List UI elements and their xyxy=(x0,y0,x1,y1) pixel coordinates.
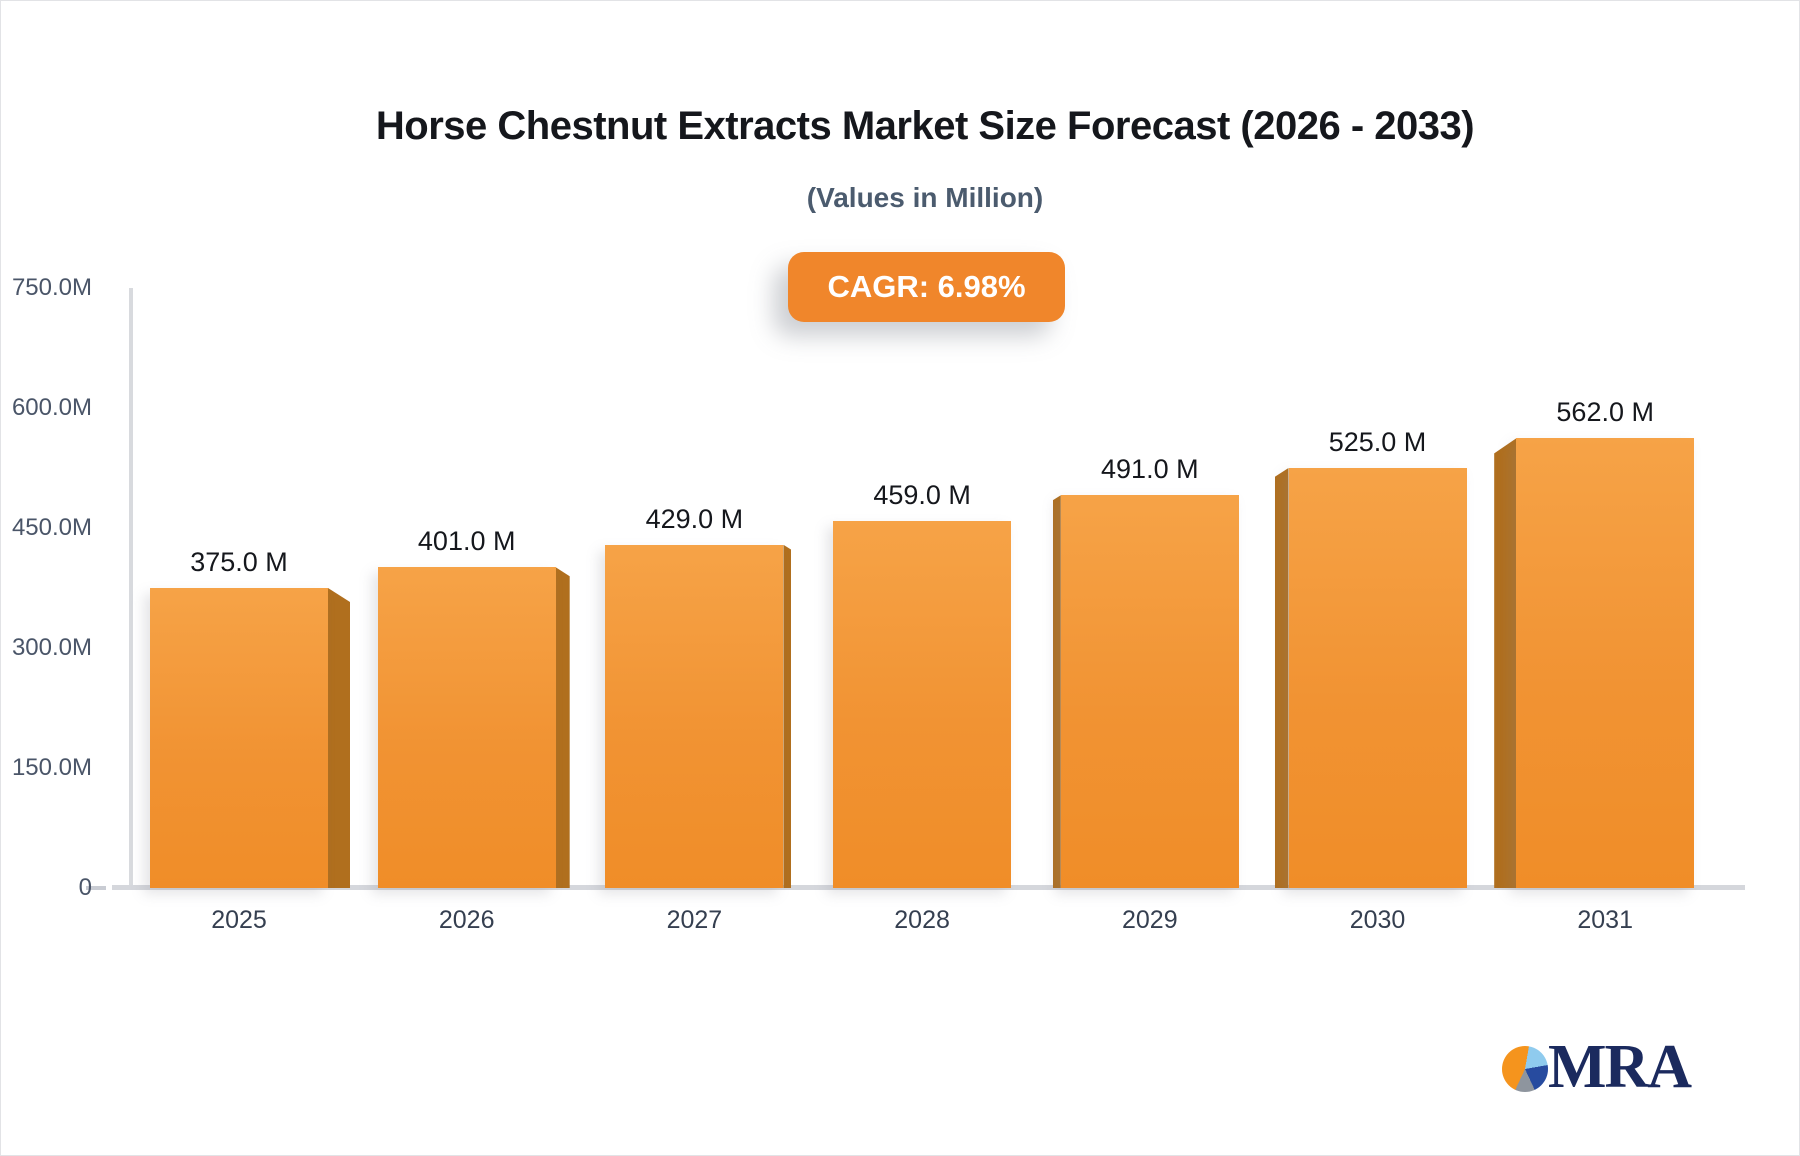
bar-value-label-2030: 525.0 M xyxy=(1328,427,1427,457)
logo-text: MRA xyxy=(1548,1033,1692,1101)
bar-side-face-2031 xyxy=(1494,438,1517,888)
bar-side-face-2026 xyxy=(555,567,570,888)
y-tick-label: 750.0M xyxy=(11,274,92,301)
x-tick-label-2030: 2030 xyxy=(1349,906,1406,934)
mra-logo: MRA xyxy=(1502,1032,1762,1102)
y-axis-line xyxy=(129,288,133,890)
bar-side-face-2029 xyxy=(1052,495,1061,888)
bar-value-label-2026: 401.0 M xyxy=(417,526,516,557)
x-tick-label-2026: 2026 xyxy=(438,906,495,934)
bar-value-label-2025: 375.0 M xyxy=(190,547,288,577)
bar-2031 xyxy=(1516,438,1695,888)
bar-value-label-2031: 562.0 M xyxy=(1556,397,1654,428)
bar-side-face-2027 xyxy=(783,544,792,888)
y-tick-label: 300.0M xyxy=(11,634,92,661)
chart-title: Horse Chestnut Extracts Market Size Fore… xyxy=(375,104,1475,148)
bar-2028 xyxy=(833,520,1012,888)
bar-side-face-2030 xyxy=(1274,468,1289,888)
x-tick-label-2025: 2025 xyxy=(211,906,267,934)
y-tick-label: 0 xyxy=(78,874,92,901)
cagr-badge: CAGR: 6.98% xyxy=(788,252,1065,322)
x-tick-label-2031: 2031 xyxy=(1577,906,1633,934)
bar-value-label-2027: 429.0 M xyxy=(645,503,744,534)
bar-value-label-2029: 491.0 M xyxy=(1101,454,1199,485)
bar-2025 xyxy=(150,588,328,888)
bar-2027 xyxy=(605,544,784,888)
x-tick-label-2027: 2027 xyxy=(666,906,723,934)
x-tick-label-2028: 2028 xyxy=(894,906,950,934)
bar-2029 xyxy=(1060,495,1239,888)
y-tick-label: 150.0M xyxy=(11,754,92,781)
pie-chart-icon xyxy=(1502,1046,1548,1092)
y-tick-label: 600.0M xyxy=(11,394,92,421)
x-tick-label-2029: 2029 xyxy=(1121,906,1178,934)
bar-value-label-2028: 459.0 M xyxy=(873,479,971,510)
chart-subtitle: (Values in Million) xyxy=(806,182,1044,213)
y-tick-label: 450.0M xyxy=(11,514,92,541)
bar-2030 xyxy=(1288,468,1467,888)
bar-side-face-2025 xyxy=(328,588,350,888)
zero-tick-mark xyxy=(86,886,106,890)
bar-2026 xyxy=(377,567,556,888)
